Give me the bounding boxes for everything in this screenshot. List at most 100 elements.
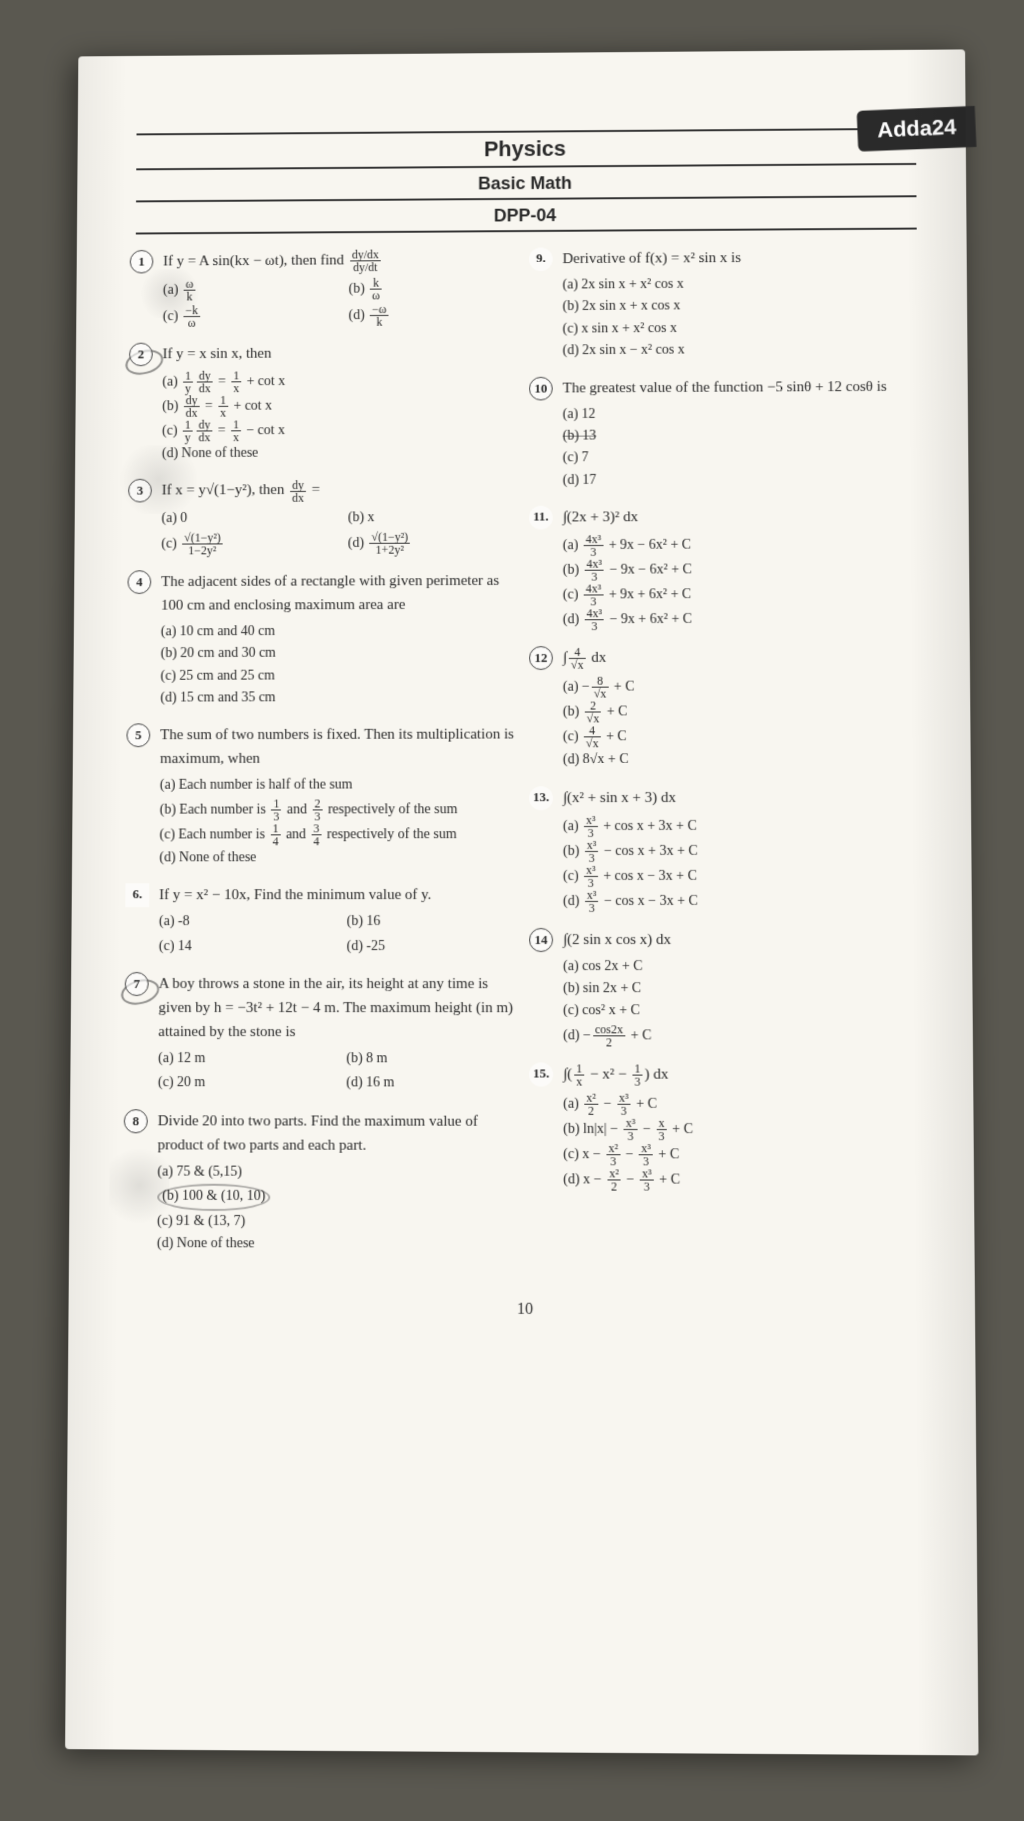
question-4: 4 The adjacent sides of a rectangle with… — [133, 569, 515, 710]
qnum: 15. — [529, 1062, 553, 1086]
options: (a) 12 m (b) 8 m (c) 20 m (d) 16 m — [158, 1048, 515, 1095]
opt-d: (d) 17 — [563, 468, 919, 492]
qnum: 10 — [529, 376, 553, 400]
columns: 1 If y = A sin(kx − ωt), then find dy/dx… — [129, 245, 924, 1272]
opt-b: (b) ln|x| − x³3 − x3 + C — [563, 1117, 923, 1143]
opt-c: (c) 25 cm and 25 cm — [160, 665, 515, 688]
options: (a) 1ydydx = 1x + cot x (b) dydx = 1x + … — [162, 368, 515, 465]
opt-b: (b) 100 & (10, 10) — [157, 1184, 515, 1211]
question-10: 10 The greatest value of the function −5… — [535, 374, 919, 492]
qnum: 5 — [126, 724, 150, 748]
opt-a: (a) 10 cm and 40 cm — [161, 620, 515, 643]
qtext: The greatest value of the function −5 si… — [563, 374, 918, 399]
opt-a: (a) -8 — [159, 911, 327, 933]
opt-a: (a) 1ydydx = 1x + cot x — [162, 368, 515, 394]
opt-c: (c) x³3 + cos x − 3x + C — [563, 863, 921, 888]
qtext: ∫(2 sin x cos x) dx — [563, 927, 922, 951]
question-9: 9. Derivative of f(x) = x² sin x is (a) … — [535, 245, 918, 362]
opt-b: (b) x — [348, 506, 515, 529]
opt-c: (c) 4x³3 + 9x + 6x² + C — [563, 582, 920, 608]
opt-c: (c) 20 m — [158, 1073, 326, 1096]
opt-b: (b) 2x sin x + x cos x — [563, 295, 918, 319]
opt-a: (a) 4x³3 + 9x − 6x² + C — [563, 532, 919, 558]
opt-c: (c) √(1−y²)1−2y² — [161, 531, 328, 556]
opt-d: (d) 4x³3 − 9x + 6x² + C — [563, 606, 920, 632]
options: (a) 10 cm and 40 cm (b) 20 cm and 30 cm … — [160, 620, 515, 710]
qnum: 4 — [127, 570, 151, 594]
opt-d: (d) 2x sin x − x² cos x — [563, 339, 918, 363]
opt-d: (d) None of these — [162, 442, 515, 466]
qtext: Divide 20 into two parts. Find the maxim… — [158, 1109, 515, 1158]
brand-badge: Adda24 — [856, 106, 976, 152]
options: (a) x²2 − x³3 + C (b) ln|x| − x³3 − x3 +… — [563, 1091, 923, 1193]
opt-a: (a) 75 & (5,15) — [157, 1161, 515, 1184]
options: (a) Each number is half of the sum (b) E… — [159, 775, 515, 870]
opt-a: (a) 12 m — [158, 1048, 326, 1071]
qtext: The adjacent sides of a rectangle with g… — [161, 569, 515, 618]
opt-c: (c) cos² x + C — [563, 1001, 922, 1024]
opt-c: (c) Each number is 14 and 34 respectivel… — [159, 822, 515, 847]
qtext: ∫(x² + sin x + 3) dx — [563, 785, 921, 809]
question-14: 14 ∫(2 sin x cos x) dx (a) cos 2x + C (b… — [535, 927, 922, 1048]
opt-d: (d) None of these — [159, 847, 515, 870]
dpp-label: DPP-04 — [136, 199, 917, 234]
opt-c: (c) 14 — [159, 936, 327, 958]
opt-a: (a) ωk — [163, 277, 329, 302]
opt-d: (d) 15 cm and 35 cm — [160, 687, 515, 710]
qtext: If x = y√(1−y²), then dydx = — [162, 478, 515, 504]
qnum: 1 — [130, 250, 154, 274]
options: (a) ωk (b) kω (c) −kω (d) −ωk — [163, 276, 515, 329]
opt-a: (a) −8√x + C — [563, 674, 920, 700]
qnum: 9. — [529, 247, 553, 271]
question-1: 1 If y = A sin(kx − ωt), then find dy/dx… — [135, 248, 515, 329]
opt-c: (c) −kω — [163, 304, 329, 329]
qnum: 12 — [529, 646, 553, 670]
qtext: Derivative of f(x) = x² sin x is — [563, 245, 917, 271]
opt-a: (a) 0 — [161, 507, 328, 530]
question-5: 5 The sum of two numbers is fixed. Then … — [132, 723, 515, 870]
qtext: ∫(2x + 3)² dx — [563, 504, 919, 529]
options: (a) −8√x + C (b) 2√x + C (c) 4√x + C (d)… — [563, 674, 921, 772]
qnum: 14 — [529, 928, 553, 952]
page: Adda24 Physics Basic Math DPP-04 1 If y … — [65, 49, 978, 1755]
content: Physics Basic Math DPP-04 1 If y = A sin… — [68, 49, 975, 1351]
opt-c: (c) 1ydydx = 1x − cot x — [162, 417, 515, 443]
opt-a: (a) cos 2x + C — [563, 956, 922, 979]
opt-b: (b) 2√x + C — [563, 699, 920, 725]
question-13: 13. ∫(x² + sin x + 3) dx (a) x³3 + cos x… — [535, 785, 922, 913]
title: Physics — [136, 128, 916, 171]
question-11: 11. ∫(2x + 3)² dx (a) 4x³3 + 9x − 6x² + … — [535, 504, 920, 632]
qnum: 13. — [529, 786, 553, 810]
opt-b: (b) Each number is 13 and 23 respectivel… — [160, 797, 515, 822]
opt-a: (a) x³3 + cos x + 3x + C — [563, 813, 921, 838]
qtext: ∫4√x dx — [563, 645, 920, 671]
opt-b: (b) 20 cm and 30 cm — [161, 643, 515, 666]
qtext: If y = x sin x, then — [162, 341, 515, 366]
question-15: 15. ∫(1x − x² − 13) dx (a) x²2 − x³3 + C… — [535, 1062, 923, 1193]
right-column: 9. Derivative of f(x) = x² sin x is (a) … — [535, 245, 924, 1272]
options: (a) 0 (b) x (c) √(1−y²)1−2y² (d) √(1−y²)… — [161, 506, 515, 556]
question-3: 3 If x = y√(1−y²), then dydx = (a) 0 (b)… — [134, 478, 515, 557]
opt-d: (d) 8√x + C — [563, 749, 921, 772]
opt-c: (c) x sin x + x² cos x — [563, 317, 918, 341]
opt-d: (d) None of these — [157, 1233, 515, 1257]
opt-d: (d) x³3 − cos x − 3x + C — [563, 888, 921, 913]
opt-b: (b) 13 — [563, 424, 919, 448]
opt-b: (b) 8 m — [346, 1048, 515, 1071]
qnum: 3 — [128, 479, 152, 503]
question-7: 7 A boy throws a stone in the air, its h… — [130, 972, 515, 1095]
question-8: 8 Divide 20 into two parts. Find the max… — [129, 1109, 515, 1256]
options: (a) -8 (b) 16 (c) 14 (d) -25 — [159, 911, 515, 958]
qtext: If y = A sin(kx − ωt), then find dy/dxdy… — [163, 248, 515, 275]
qnum: 2 — [129, 343, 153, 367]
opt-b: (b) 16 — [347, 911, 515, 933]
opt-b: (b) x³3 − cos x + 3x + C — [563, 838, 921, 863]
question-12: 12 ∫4√x dx (a) −8√x + C (b) 2√x + C (c) … — [535, 645, 921, 772]
qnum: 8 — [124, 1109, 148, 1133]
opt-b: (b) sin 2x + C — [563, 978, 922, 1001]
options: (a) 75 & (5,15) (b) 100 & (10, 10) (c) 9… — [157, 1161, 515, 1256]
qtext: ∫(1x − x² − 13) dx — [563, 1062, 923, 1088]
qnum: 11. — [529, 506, 553, 530]
qnum: 6. — [125, 884, 149, 908]
opt-a: (a) 12 — [563, 402, 918, 426]
